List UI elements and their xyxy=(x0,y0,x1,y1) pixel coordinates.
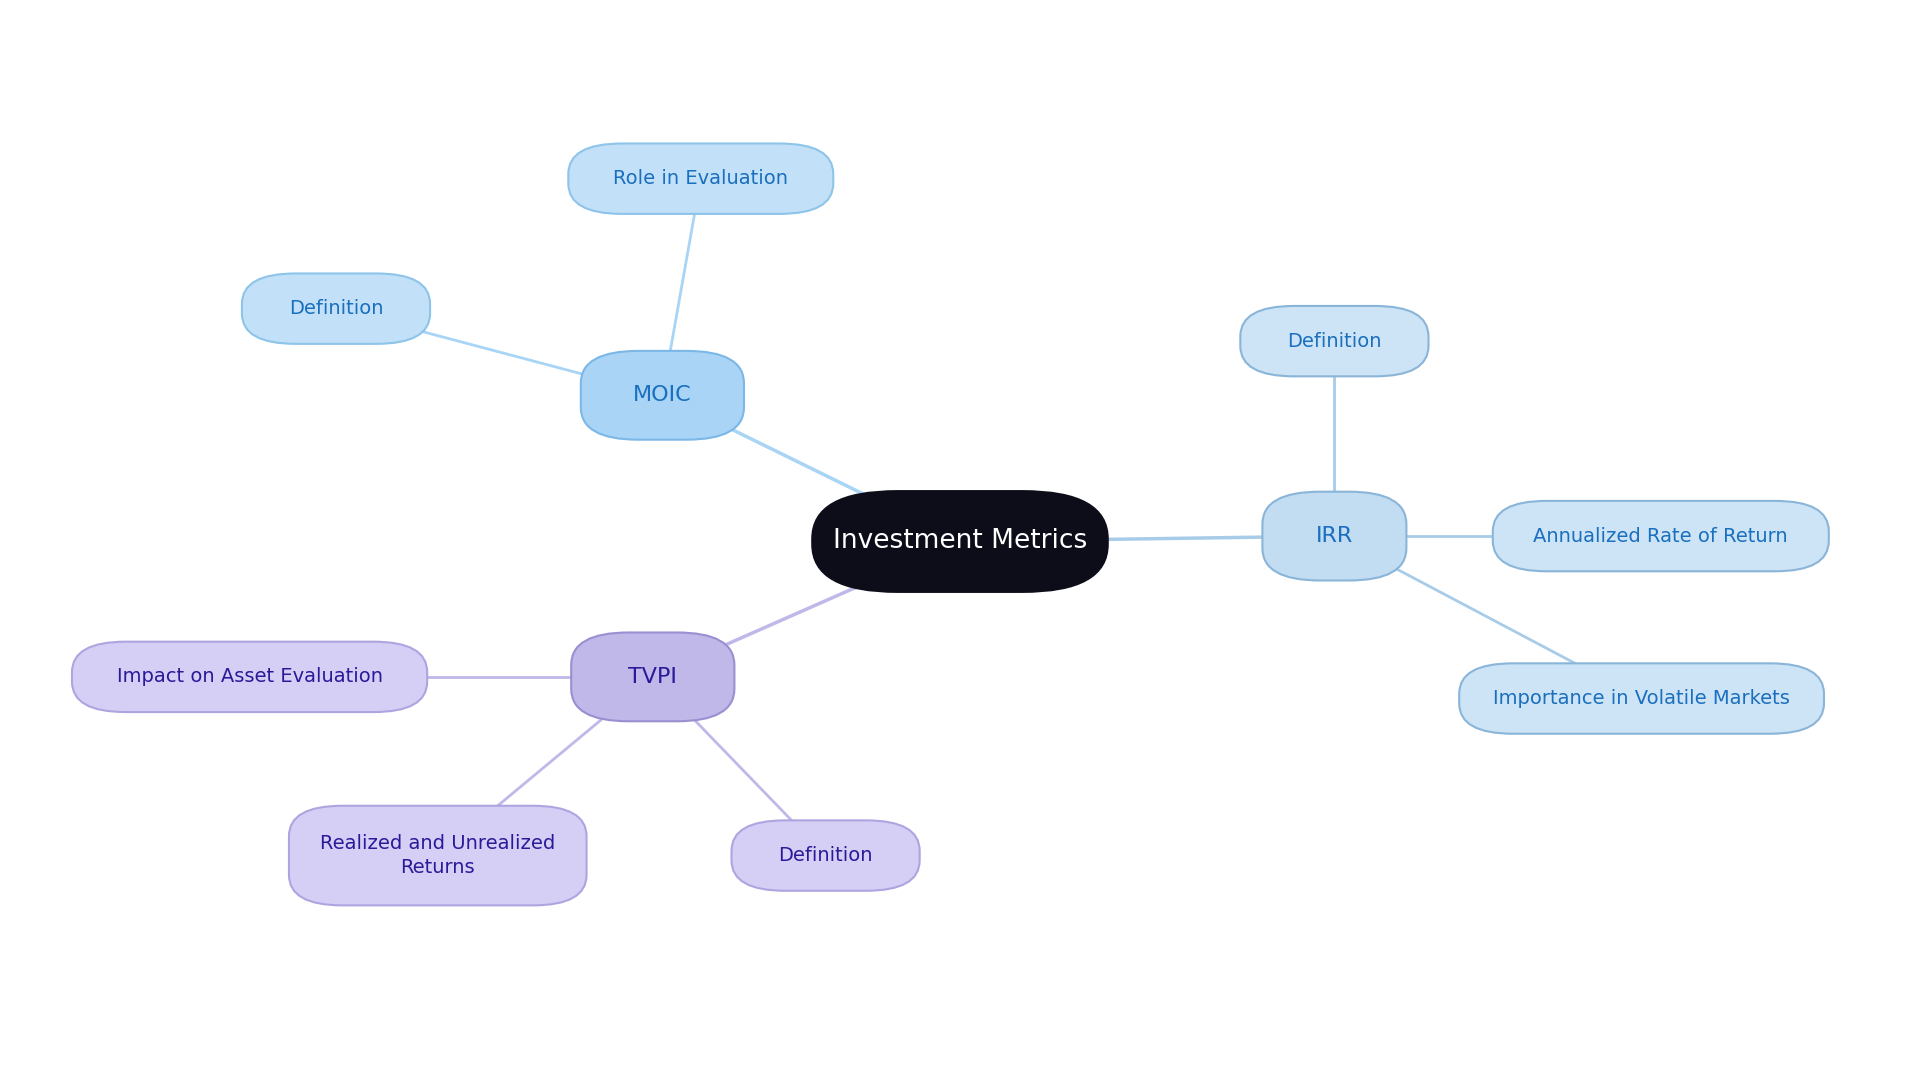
FancyBboxPatch shape xyxy=(568,144,833,214)
Text: TVPI: TVPI xyxy=(628,667,678,687)
FancyBboxPatch shape xyxy=(810,490,1110,593)
Text: Role in Evaluation: Role in Evaluation xyxy=(612,169,789,188)
Text: Realized and Unrealized
Returns: Realized and Unrealized Returns xyxy=(321,834,555,877)
FancyBboxPatch shape xyxy=(580,351,745,440)
Text: Definition: Definition xyxy=(778,846,874,865)
Text: Annualized Rate of Return: Annualized Rate of Return xyxy=(1534,526,1788,546)
FancyBboxPatch shape xyxy=(1263,492,1405,580)
FancyBboxPatch shape xyxy=(732,821,920,890)
FancyBboxPatch shape xyxy=(1459,663,1824,734)
Text: Definition: Definition xyxy=(288,299,384,318)
FancyBboxPatch shape xyxy=(1494,500,1828,572)
Text: IRR: IRR xyxy=(1315,526,1354,546)
FancyBboxPatch shape xyxy=(1240,305,1428,376)
Text: MOIC: MOIC xyxy=(634,386,691,405)
FancyBboxPatch shape xyxy=(242,274,430,344)
Text: Definition: Definition xyxy=(1286,331,1382,351)
FancyBboxPatch shape xyxy=(290,806,588,905)
FancyBboxPatch shape xyxy=(73,641,426,713)
Text: Importance in Volatile Markets: Importance in Volatile Markets xyxy=(1494,689,1789,708)
FancyBboxPatch shape xyxy=(572,632,735,721)
Text: Investment Metrics: Investment Metrics xyxy=(833,529,1087,554)
Text: Impact on Asset Evaluation: Impact on Asset Evaluation xyxy=(117,667,382,687)
